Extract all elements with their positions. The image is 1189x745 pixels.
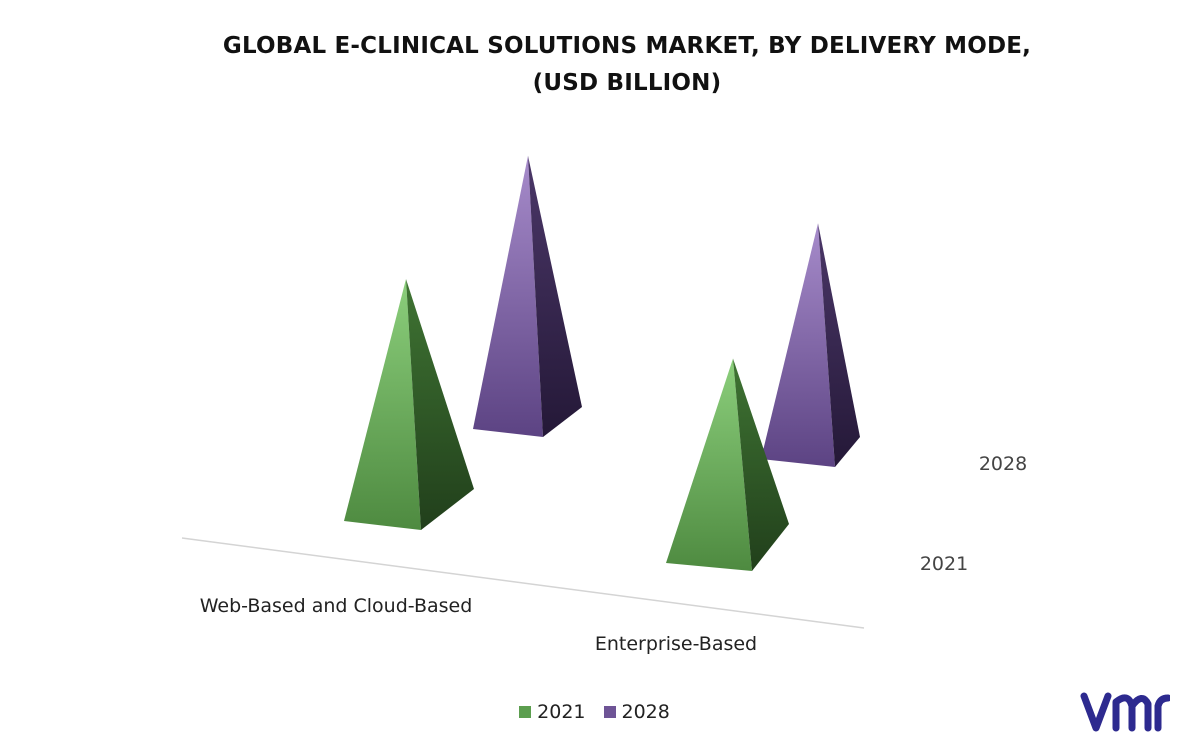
legend-item-2021: 2021 [519, 701, 586, 723]
pyramid-2021-enterprise [666, 358, 789, 571]
pyramid-front-face [473, 155, 543, 437]
vmr-logo [1080, 692, 1170, 732]
legend-swatch-2028 [603, 706, 616, 718]
pyramid-side-face [406, 279, 474, 530]
depth-axis-label: 2028 [979, 453, 1027, 475]
pyramid-side-face [733, 358, 789, 571]
pyramid-front-face [761, 223, 835, 467]
chart-title-line-2: (USD BILLION) [532, 70, 722, 96]
floor-line [181, 537, 865, 629]
legend-item-2028: 2028 [603, 701, 670, 723]
legend-swatch-2021 [519, 706, 532, 718]
depth-axis-label: 2021 [920, 553, 968, 575]
pyramid-side-face [818, 223, 860, 467]
legend: 2021 2028 [0, 701, 1189, 723]
pyramid-front-face [666, 358, 752, 571]
pyramid-2021-web-cloud [344, 279, 474, 530]
category-label: Enterprise-Based [595, 633, 757, 655]
pyramid-2028-web-cloud [473, 155, 582, 437]
pyramid-front-face [344, 279, 421, 530]
pyramid-2028-enterprise [761, 223, 860, 467]
legend-label-2028: 2028 [621, 701, 670, 723]
chart-title-line-1: GLOBAL E-CLINICAL SOLUTIONS MARKET, BY D… [222, 33, 1032, 59]
chart-title: GLOBAL E-CLINICAL SOLUTIONS MARKET, BY D… [0, 28, 1189, 102]
legend-label-2021: 2021 [537, 701, 586, 723]
category-label: Web-Based and Cloud-Based [200, 595, 473, 617]
pyramid-side-face [528, 155, 582, 437]
